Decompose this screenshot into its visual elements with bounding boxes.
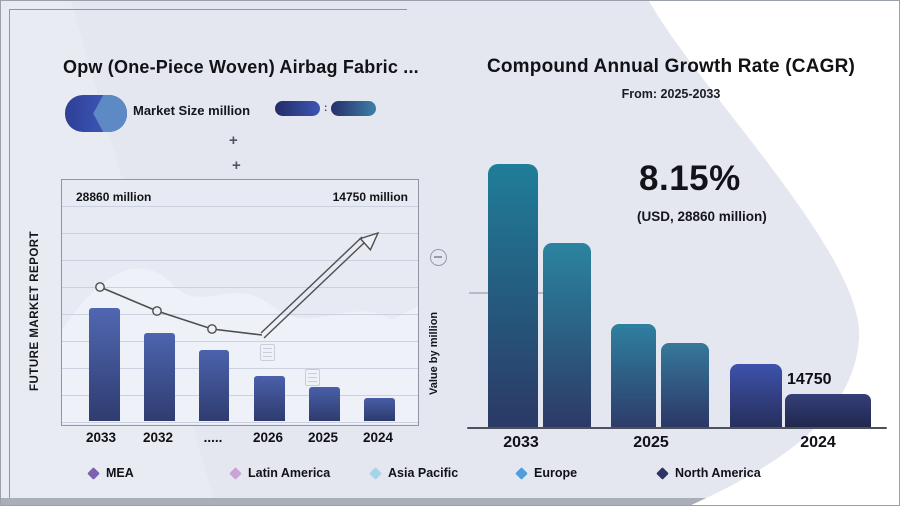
legend-label-europe: Europe [534, 466, 578, 480]
cylinder-cap [93, 95, 127, 132]
cagr-base-value: (USD, 28860 million) [637, 209, 767, 224]
bar-2025 [309, 387, 340, 421]
cagr-bars [461, 151, 891, 429]
bar-dots [199, 350, 229, 421]
legend-label-mea: MEA [106, 466, 134, 480]
ratio-pills: : [275, 101, 377, 116]
x-label-2024: 2024 [362, 430, 394, 445]
plus-mark-top: + [229, 132, 238, 149]
target-value-label: 14750 million [332, 190, 408, 204]
data-label-14750: 14750 [787, 371, 832, 388]
cagr-bar-chart: 2033 2025 2024 [461, 151, 891, 451]
legend-diamond-latin-america [229, 466, 242, 480]
legend-label-latin-america: Latin America [248, 466, 331, 480]
bar-2032 [144, 333, 175, 421]
x-axis-line [467, 427, 887, 429]
cagr-x-label-2024: 2024 [800, 434, 836, 451]
legend-item-asia-pacific: Asia Pacific [369, 466, 459, 480]
gridlines [62, 180, 418, 425]
bar-2025-secondary [661, 343, 709, 427]
market-size-cylinder-icon [65, 95, 127, 132]
x-label-dots: ..... [203, 430, 223, 445]
cagr-subtitle: From: 2025-2033 [621, 87, 721, 101]
bar-2024-primary [730, 364, 782, 427]
legend-item-latin-america: Latin America [229, 466, 331, 480]
bar-2024 [364, 398, 395, 421]
legend-diamond-mea [87, 466, 100, 480]
bar-2033-primary [488, 164, 538, 427]
max-value-label: 28860 million [76, 190, 152, 204]
x-label-2032: 2032 [142, 430, 174, 445]
ratio-pill-right [331, 101, 377, 116]
left-chart-title: Opw (One-Piece Woven) Airbag Fabric ... [63, 57, 419, 77]
watermark-future-market-report: FUTURE MARKET REPORT [29, 230, 41, 392]
legend-label-asia-pacific: Asia Pacific [388, 466, 459, 480]
legend-diamond-europe [515, 466, 528, 480]
legend-item-europe: Europe [515, 466, 578, 480]
trend-line-and-arrow [95, 231, 380, 339]
bar-2033 [89, 308, 120, 421]
market-size-bars [62, 180, 418, 421]
value-axis-label: Value by million [428, 311, 440, 395]
cagr-x-label-2033: 2033 [503, 434, 539, 451]
bar-2024-secondary [785, 394, 871, 427]
legend-diamond-asia-pacific [369, 466, 382, 480]
legend-diamond-north-america [656, 466, 669, 480]
x-label-2026: 2026 [252, 430, 284, 445]
cagr-x-label-2025: 2025 [633, 434, 669, 451]
market-size-chart-panel: 28860 million 14750 million [61, 179, 419, 426]
circle-minus-icon [430, 249, 447, 266]
bar-2026 [254, 376, 285, 421]
cagr-value: 8.15% [639, 159, 741, 198]
faint-document-icon [305, 369, 320, 386]
bar-2033-secondary [543, 243, 591, 427]
x-label-2025: 2025 [307, 430, 339, 445]
left-chart-x-axis: 2033 2032 ..... 2026 2025 2024 [1, 430, 899, 450]
ratio-pill-left [275, 101, 320, 116]
ratio-separator: : [324, 103, 328, 114]
plus-mark-bottom: + [232, 157, 241, 174]
cagr-header: Compound Annual Growth Rate (CAGR) From:… [453, 56, 889, 101]
legend-item-mea: MEA [87, 466, 134, 480]
legend-item-north-america: North America [656, 466, 761, 480]
x-label-2033: 2033 [85, 430, 117, 445]
legend-label-north-america: North America [675, 466, 761, 480]
bar-2025-primary [611, 324, 656, 427]
market-size-label: Market Size million [133, 103, 251, 118]
cagr-title: Compound Annual Growth Rate (CAGR) [486, 56, 856, 77]
faint-document-icon [260, 344, 275, 361]
